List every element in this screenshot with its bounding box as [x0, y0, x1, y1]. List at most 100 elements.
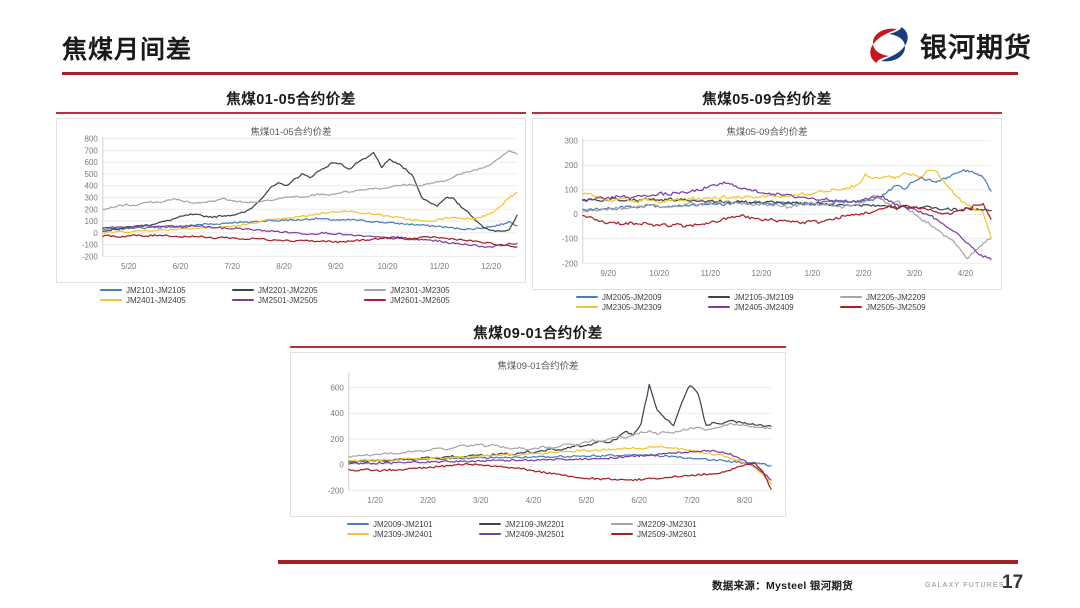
y-axis-tick: 300: [565, 136, 579, 145]
legend-swatch: [479, 522, 501, 526]
legend-item[interactable]: JM2301-JM2305: [364, 286, 482, 295]
series-line: [348, 453, 772, 467]
legend-item[interactable]: JM2005-JM2009: [576, 293, 694, 302]
legend-swatch: [840, 305, 862, 309]
y-axis-tick: -200: [328, 486, 345, 495]
legend-label: JM2601-JM2605: [390, 295, 450, 305]
legend-swatch: [100, 298, 122, 302]
legend-swatch: [100, 288, 122, 292]
legend-item[interactable]: JM2601-JM2605: [364, 296, 482, 305]
x-axis-tick: 5/20: [579, 496, 595, 505]
x-axis-tick: 7/20: [225, 262, 241, 271]
legend-item[interactable]: JM2405-JM2409: [708, 303, 826, 312]
x-axis-tick: 5/20: [121, 262, 137, 271]
y-axis-tick: 200: [565, 161, 579, 170]
plot-area: -200 0 200 400 600 1/20 2/20 3/20 4/20 5/20 6/20 7/…: [328, 372, 772, 505]
series-line: [582, 180, 992, 260]
series-line: [582, 196, 992, 212]
legend-item[interactable]: JM2401-JM2405: [100, 296, 218, 305]
y-axis-tick: 100: [565, 185, 579, 194]
legend-label: JM2209-JM2301: [637, 519, 697, 529]
legend-item[interactable]: JM2501-JM2505: [232, 296, 350, 305]
legend-swatch: [576, 295, 598, 299]
x-axis-tick: 9/20: [601, 269, 617, 278]
header-divider: [62, 72, 1018, 75]
page-title: 焦煤月间差: [62, 36, 193, 64]
y-axis-tick: 400: [331, 409, 345, 418]
chart-panel-01-05: 焦煤01-05合约价差 焦煤01-05合约价差 -200 -100 0 100 200 3…: [56, 88, 526, 305]
legend-item[interactable]: JM2109-JM2201: [479, 520, 597, 529]
x-axis-tick: 3/20: [907, 269, 923, 278]
legend-item[interactable]: JM2309-JM2401: [347, 530, 465, 539]
x-axis-tick: 6/20: [631, 496, 647, 505]
legend-item[interactable]: JM2201-JM2205: [232, 286, 350, 295]
panel-divider: [56, 112, 526, 114]
x-axis-tick: 2/20: [420, 496, 436, 505]
y-axis-tick: 700: [85, 146, 99, 155]
chart-panel-title: 焦煤01-05合约价差: [226, 92, 356, 108]
company-logo: 银河期货: [867, 22, 1032, 68]
footer-brand-label: GALAXY FUTURES: [925, 582, 1005, 589]
legend-swatch: [479, 532, 501, 536]
x-axis-tick: 1/20: [367, 496, 383, 505]
legend-item[interactable]: JM2509-JM2601: [611, 530, 729, 539]
chart-canvas-05-09: 焦煤05-09合约价差 -200 -100 0 100 200 300 9/20 10/20 1…: [532, 117, 1002, 290]
series-line: [348, 445, 772, 485]
y-axis-tick: 200: [85, 205, 99, 214]
series-line: [348, 422, 772, 458]
legend-label: JM2301-JM2305: [390, 285, 450, 295]
legend-item[interactable]: JM2209-JM2301: [611, 520, 729, 529]
legend-item[interactable]: JM2505-JM2509: [840, 303, 958, 312]
y-axis-tick: 800: [85, 134, 99, 143]
panel-divider: [290, 346, 786, 348]
x-axis-tick: 8/20: [276, 262, 292, 271]
chart-legend-09-01: JM2009-JM2101 JM2109-JM2201 JM2209-JM2301 J…: [290, 517, 786, 539]
legend-label: JM2205-JM2209: [866, 292, 926, 302]
legend-label: JM2101-JM2105: [126, 285, 186, 295]
x-axis-tick: 9/20: [328, 262, 344, 271]
data-source-label: 数据来源：Mysteel 银河期货: [712, 580, 854, 592]
x-axis-tick: 11/20: [701, 269, 721, 278]
x-axis-tick: 6/20: [173, 262, 189, 271]
legend-item[interactable]: JM2105-JM2109: [708, 293, 826, 302]
legend-label: JM2401-JM2405: [126, 295, 186, 305]
series-line: [102, 149, 518, 210]
x-axis-tick: 12/20: [481, 262, 501, 271]
legend-label: JM2509-JM2601: [637, 529, 697, 539]
legend-swatch: [708, 305, 730, 309]
series-line: [582, 202, 992, 228]
x-axis-tick: 8/20: [737, 496, 753, 505]
chart-panel-title: 焦煤05-09合约价差: [702, 92, 832, 108]
panel-divider: [532, 112, 1002, 114]
x-axis-tick: 10/20: [378, 262, 398, 271]
legend-item[interactable]: JM2409-JM2501: [479, 530, 597, 539]
legend-label: JM2109-JM2201: [505, 519, 565, 529]
chart-panel-09-01: 焦煤09-01合约价差 焦煤09-01合约价差 -200 0 200 400 600 1/…: [290, 322, 786, 539]
y-axis-tick: 600: [85, 158, 99, 167]
legend-label: JM2305-JM2309: [602, 302, 662, 312]
series-line: [102, 224, 518, 248]
y-axis-tick: 0: [339, 460, 344, 469]
chart-panel-05-09: 焦煤05-09合约价差 焦煤05-09合约价差 -200 -100 0 100 200 3…: [532, 88, 1002, 312]
legend-item[interactable]: JM2009-JM2101: [347, 520, 465, 529]
y-axis-tick: 400: [85, 181, 99, 190]
legend-item[interactable]: JM2305-JM2309: [576, 303, 694, 312]
x-axis-tick: 3/20: [473, 496, 489, 505]
y-axis-tick: 100: [85, 217, 99, 226]
legend-item[interactable]: JM2101-JM2105: [100, 286, 218, 295]
chart-canvas-01-05: 焦煤01-05合约价差 -200 -100 0 100 200 300 400 500 600 7…: [56, 117, 526, 283]
series-line: [582, 194, 992, 259]
chart-canvas-09-01: 焦煤09-01合约价差 -200 0 200 400 600 1/20 2/20 3/20 4/…: [290, 351, 786, 517]
y-axis-tick: -200: [562, 259, 579, 268]
legend-label: JM2005-JM2009: [602, 292, 662, 302]
chart-inner-title: 焦煤09-01合约价差: [497, 360, 579, 372]
legend-item[interactable]: JM2205-JM2209: [840, 293, 958, 302]
page-number: 17: [1002, 572, 1024, 593]
x-axis-tick: 4/20: [958, 269, 974, 278]
chart-panel-title: 焦煤09-01合约价差: [473, 326, 603, 342]
logo-text: 银河期货: [920, 32, 1032, 63]
legend-swatch: [232, 288, 254, 292]
plot-area: -200 -100 0 100 200 300 400 500 600 700 800 5/20 6/2…: [82, 134, 518, 271]
legend-label: JM2105-JM2109: [734, 292, 794, 302]
chart-inner-title: 焦煤01-05合约价差: [250, 126, 332, 138]
